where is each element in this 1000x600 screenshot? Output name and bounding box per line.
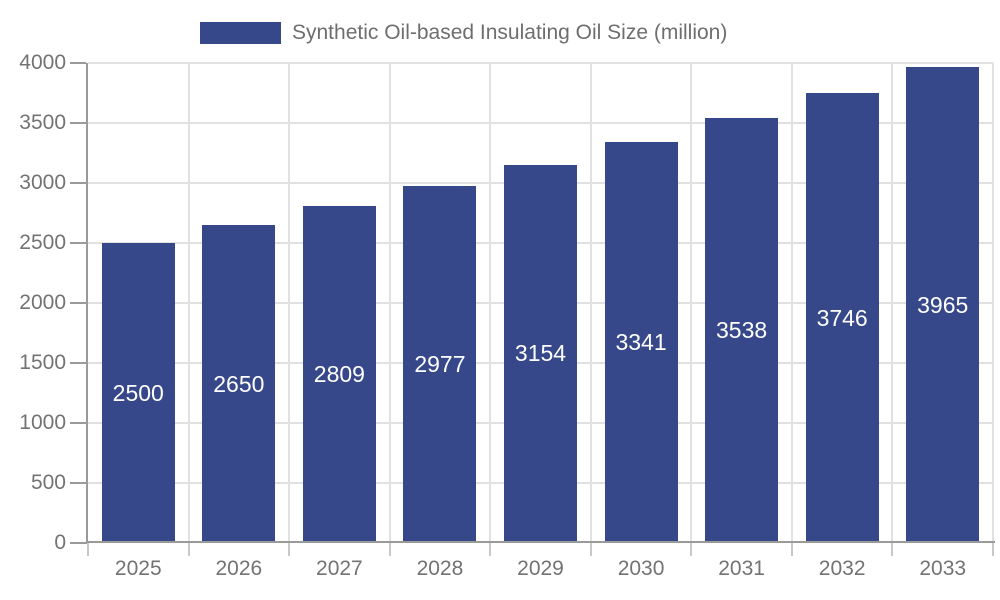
bar-value-label: 3341: [615, 329, 667, 356]
v-gridline: [388, 63, 391, 543]
x-axis-tick: [87, 543, 89, 556]
y-axis-label: 500: [30, 471, 66, 494]
x-axis-tick: [992, 543, 994, 556]
y-axis-tick: [70, 482, 86, 484]
x-axis-tick: [288, 543, 291, 556]
v-gridline: [589, 63, 592, 543]
y-axis-label: 2500: [19, 231, 66, 254]
bar-value-label: 3965: [917, 291, 969, 318]
x-axis-tick: [891, 543, 894, 556]
y-axis-tick: [70, 302, 86, 304]
bar-value-label: 3538: [716, 317, 768, 344]
bar-value-label: 2650: [213, 370, 265, 397]
x-axis-tick: [690, 543, 693, 556]
x-axis-label: 2031: [718, 557, 765, 580]
v-gridline: [187, 63, 190, 543]
x-axis-tick: [489, 543, 492, 556]
x-axis-label: 2028: [416, 557, 464, 580]
x-axis-label: 2025: [114, 557, 162, 580]
y-axis-tick: [70, 422, 86, 424]
bar-2025: 2500: [101, 243, 175, 543]
v-gridline: [790, 63, 793, 543]
bar-value-label: 2809: [313, 360, 365, 387]
x-axis-label: 2033: [919, 557, 967, 580]
bar-2026: 2650: [202, 225, 276, 543]
bar-2030: 3341: [604, 142, 678, 543]
y-axis-tick: [70, 122, 86, 124]
bar-2031: 3538: [705, 118, 779, 543]
y-axis-label: 1500: [19, 351, 66, 374]
x-axis-label: 2030: [617, 557, 665, 580]
x-axis-tick: [388, 543, 391, 556]
y-axis-tick: [70, 182, 86, 184]
y-axis-label: 3500: [19, 111, 66, 134]
v-gridline: [992, 63, 994, 543]
x-axis-label: 2026: [215, 557, 263, 580]
legend-label[interactable]: Synthetic Oil-based Insulating Oil Size …: [292, 21, 728, 44]
y-axis-label: 4000: [19, 51, 66, 74]
plot-area: 2500 2650 2809 2977 3154 3341 3538 3746 3965: [88, 62, 994, 543]
y-axis-label: 2000: [19, 291, 66, 314]
x-axis-label: 2027: [316, 557, 363, 580]
h-gridline: [88, 122, 993, 124]
bar-2028: 2977: [403, 185, 477, 543]
bar-value-label: 2977: [414, 350, 466, 377]
legend-swatch-icon[interactable]: [200, 22, 281, 44]
x-axis-tick: [790, 543, 793, 556]
y-axis-tick: [70, 542, 86, 544]
y-axis-tick: [70, 242, 86, 244]
bar-2029: 3154: [504, 164, 577, 543]
v-gridline: [690, 63, 693, 543]
bar-2027: 2809: [302, 205, 376, 543]
bar-value-label: 3746: [816, 304, 868, 331]
v-gridline: [891, 63, 894, 543]
y-axis-line: [86, 63, 88, 544]
y-axis-label: 1000: [19, 411, 66, 434]
x-axis-label: 2032: [818, 557, 866, 580]
y-axis-label: 3000: [19, 171, 66, 194]
bar-2032: 3746: [805, 93, 879, 543]
legend: Synthetic Oil-based Insulating Oil Size …: [200, 20, 727, 46]
x-axis-label: 2029: [517, 557, 564, 580]
h-gridline: [88, 62, 993, 64]
x-axis-line: [86, 541, 995, 543]
y-axis-tick: [70, 362, 86, 364]
bar-2033: 3965: [906, 67, 980, 543]
v-gridline: [288, 63, 291, 543]
x-axis-tick: [187, 543, 190, 556]
bar-value-label: 3154: [514, 340, 567, 367]
y-axis-label: 0: [54, 531, 66, 554]
y-axis-tick: [70, 62, 86, 64]
bar-value-label: 2500: [112, 379, 164, 406]
v-gridline: [489, 63, 492, 543]
x-axis-tick: [589, 543, 592, 556]
